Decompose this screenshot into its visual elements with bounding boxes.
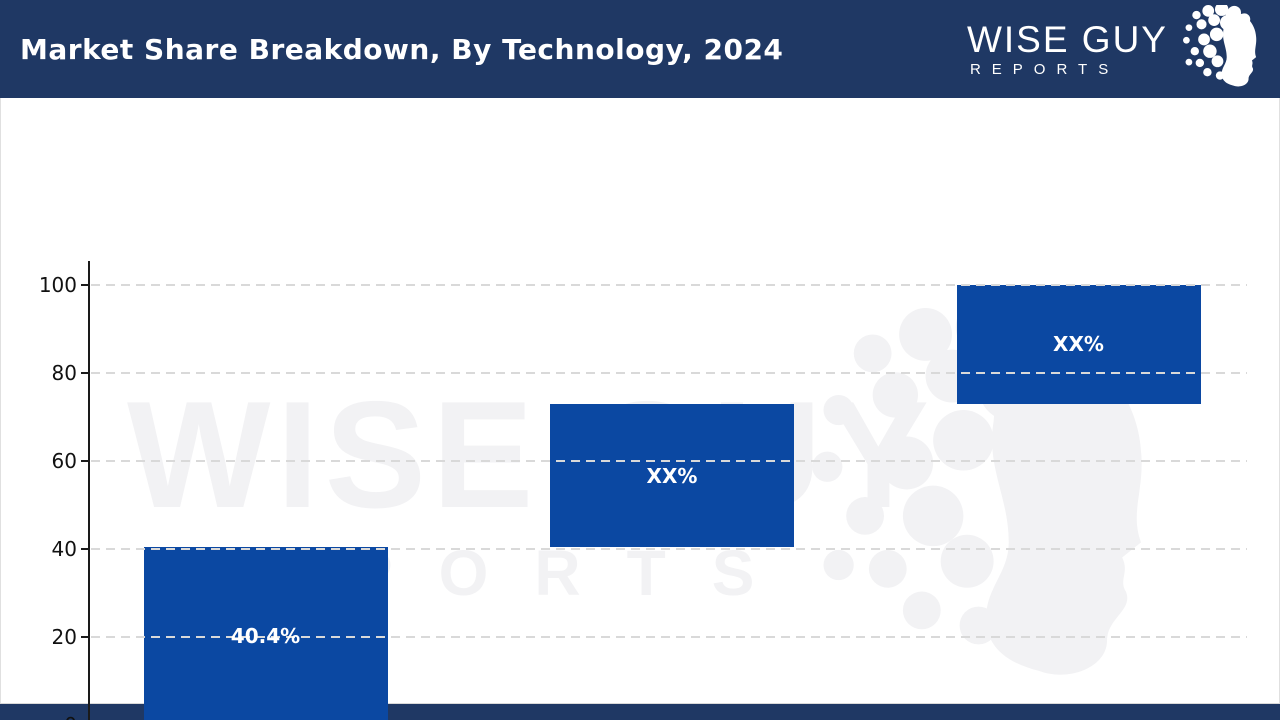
y-axis-label: 60 — [51, 449, 77, 473]
bar-electrochemical — [143, 547, 388, 720]
dotted-head-logo-icon — [1174, 2, 1266, 93]
y-axis-tick — [81, 460, 89, 462]
plot-area: 40.4%XX%XX%020406080100ElectrochemicalIn… — [1, 98, 1280, 720]
y-axis-tick — [81, 372, 89, 374]
y-axis-line — [88, 261, 90, 720]
y-axis-tick — [81, 636, 89, 638]
y-axis-label: 20 — [51, 625, 77, 649]
y-axis-label: 100 — [38, 273, 77, 297]
y-axis-label: 0 — [7, 713, 77, 720]
logo-wordmark: WISE GUY — [966, 18, 1168, 60]
gridline-y100 — [91, 284, 1247, 286]
bar-infrared — [550, 403, 794, 548]
bar-value-label: 40.4% — [230, 624, 301, 649]
gridline-y60 — [91, 460, 1247, 462]
chart-title: Market Share Breakdown, By Technology, 2… — [20, 32, 784, 66]
y-axis-label: 40 — [51, 537, 77, 561]
bar-value-label: XX% — [1053, 332, 1104, 357]
gridline-y40 — [91, 548, 1247, 550]
y-axis-tick — [81, 284, 89, 286]
gridline-y20 — [91, 636, 1247, 638]
chart-area: WISE GUY REPORTS 40.4%XX%XX%020406080100… — [0, 98, 1280, 720]
wise-guy-logo: WISE GUY REPORTS — [967, 2, 1280, 93]
y-axis-label: 80 — [51, 361, 77, 385]
gridline-y80 — [91, 372, 1247, 374]
bar-value-label: XX% — [646, 463, 698, 488]
header-bar: Market Share Breakdown, By Technology, 2… — [0, 0, 1280, 98]
logo-text: WISE GUY REPORTS — [967, 21, 1168, 78]
logo-subtitle: REPORTS — [969, 60, 1120, 78]
y-axis-tick — [81, 548, 89, 550]
